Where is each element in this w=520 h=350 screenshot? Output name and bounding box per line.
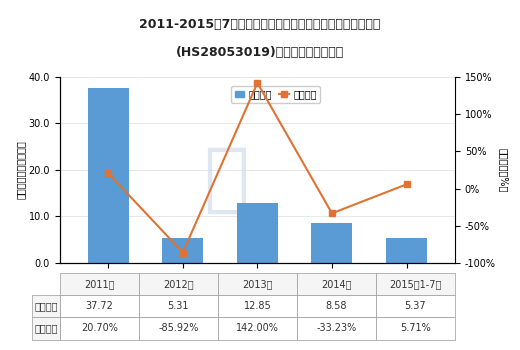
Text: 元: 元	[203, 142, 249, 216]
Y-axis label: 同比增长（%）: 同比增长（%）	[499, 148, 509, 192]
Bar	[162, 238, 203, 263]
Bar	[386, 238, 427, 263]
Bar	[311, 223, 353, 263]
Text: (HS28053019)出口总额及增速统计: (HS28053019)出口总额及增速统计	[176, 46, 344, 58]
Legend: 出口金额, 同比增长: 出口金额, 同比增长	[231, 86, 320, 103]
Y-axis label: 出口金额（百万美元）: 出口金额（百万美元）	[16, 141, 26, 200]
Bar	[88, 88, 129, 263]
Bar	[237, 203, 278, 263]
Text: 2011-2015年7月其他稀土金属、鈕（未相混合或相互燔合）: 2011-2015年7月其他稀土金属、鈕（未相混合或相互燔合）	[139, 18, 381, 30]
